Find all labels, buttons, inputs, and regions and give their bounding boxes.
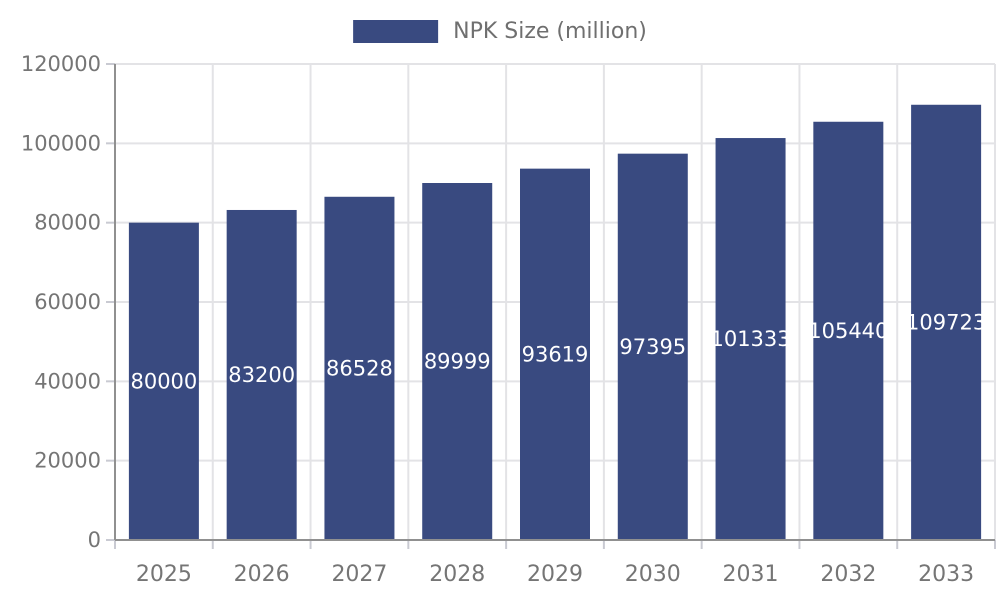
bar-value-label: 105440	[808, 319, 888, 343]
bar-value-label: 80000	[130, 369, 197, 393]
y-tick-label: 0	[88, 528, 101, 552]
bar-2030	[617, 153, 688, 540]
bar-2025	[128, 222, 199, 540]
bar-2032	[813, 121, 884, 540]
bar-value-label: 109723	[906, 310, 986, 334]
chart-legend: NPK Size (million)	[353, 19, 647, 44]
x-tick-label: 2028	[429, 562, 485, 587]
y-tick-label: 40000	[34, 369, 101, 393]
legend-color-swatch	[353, 20, 439, 43]
bar-2029	[520, 168, 590, 540]
y-tick-label: 20000	[34, 449, 101, 473]
x-tick-label: 2033	[918, 562, 974, 587]
y-tick-label: 60000	[34, 290, 101, 314]
bar-value-label: 97395	[619, 335, 686, 359]
x-tick-label: 2030	[625, 562, 681, 587]
bar-value-label: 83200	[228, 363, 295, 387]
bar-2033	[911, 104, 982, 540]
bar-value-label: 101333	[710, 327, 790, 351]
x-tick-label: 2029	[527, 562, 583, 587]
bar-2027	[324, 196, 395, 540]
bar-value-label: 93619	[522, 342, 589, 366]
x-tick-label: 2026	[234, 562, 290, 587]
bar-2028	[422, 183, 493, 540]
x-tick-label: 2032	[820, 562, 876, 587]
x-tick-label: 2025	[136, 562, 192, 587]
y-tick-label: 100000	[21, 131, 101, 155]
bar-value-label: 89999	[424, 350, 491, 374]
y-tick-label: 120000	[21, 52, 101, 76]
x-tick-label: 2027	[331, 562, 387, 587]
bar-value-label: 86528	[326, 356, 393, 380]
legend-label: NPK Size (million)	[453, 19, 647, 44]
bar-2026	[226, 209, 297, 540]
y-tick-label: 80000	[34, 211, 101, 235]
bar-2031	[715, 138, 786, 540]
x-tick-label: 2031	[723, 562, 779, 587]
